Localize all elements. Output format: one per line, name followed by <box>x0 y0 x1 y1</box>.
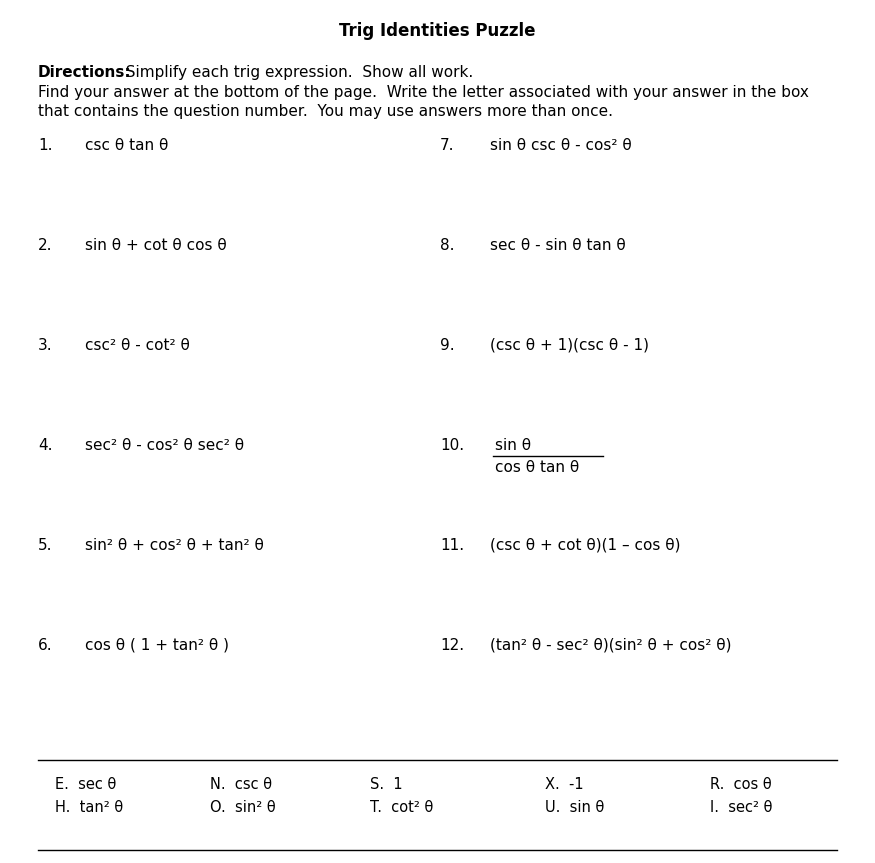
Text: that contains the question number.  You may use answers more than once.: that contains the question number. You m… <box>38 104 613 119</box>
Text: sin² θ + cos² θ + tan² θ: sin² θ + cos² θ + tan² θ <box>85 538 264 553</box>
Text: 4.: 4. <box>38 438 52 453</box>
Text: X.  -1: X. -1 <box>545 777 584 792</box>
Text: sec θ - sin θ tan θ: sec θ - sin θ tan θ <box>490 238 626 253</box>
Text: 9.: 9. <box>440 338 455 353</box>
Text: sin θ csc θ - cos² θ: sin θ csc θ - cos² θ <box>490 138 632 153</box>
Text: sec² θ - cos² θ sec² θ: sec² θ - cos² θ sec² θ <box>85 438 244 453</box>
Text: U.  sin θ: U. sin θ <box>545 800 605 815</box>
Text: 11.: 11. <box>440 538 464 553</box>
Text: 1.: 1. <box>38 138 52 153</box>
Text: E.  sec θ: E. sec θ <box>55 777 116 792</box>
Text: csc θ tan θ: csc θ tan θ <box>85 138 168 153</box>
Text: S.  1: S. 1 <box>370 777 402 792</box>
Text: (csc θ + cot θ)(1 – cos θ): (csc θ + cot θ)(1 – cos θ) <box>490 538 681 553</box>
Text: sin θ: sin θ <box>495 438 531 453</box>
Text: H.  tan² θ: H. tan² θ <box>55 800 123 815</box>
Text: I.  sec² θ: I. sec² θ <box>710 800 773 815</box>
Text: (tan² θ - sec² θ)(sin² θ + cos² θ): (tan² θ - sec² θ)(sin² θ + cos² θ) <box>490 638 732 653</box>
Text: 5.: 5. <box>38 538 52 553</box>
Text: 12.: 12. <box>440 638 464 653</box>
Text: Trig Identities Puzzle: Trig Identities Puzzle <box>340 22 536 40</box>
Text: Simplify each trig expression.  Show all work.: Simplify each trig expression. Show all … <box>116 65 473 80</box>
Text: cos θ tan θ: cos θ tan θ <box>495 460 579 475</box>
Text: cos θ ( 1 + tan² θ ): cos θ ( 1 + tan² θ ) <box>85 638 229 653</box>
Text: sin θ + cot θ cos θ: sin θ + cot θ cos θ <box>85 238 227 253</box>
Text: 3.: 3. <box>38 338 52 353</box>
Text: 2.: 2. <box>38 238 52 253</box>
Text: O.  sin² θ: O. sin² θ <box>210 800 276 815</box>
Text: R.  cos θ: R. cos θ <box>710 777 772 792</box>
Text: 10.: 10. <box>440 438 464 453</box>
Text: 8.: 8. <box>440 238 454 253</box>
Text: N.  csc θ: N. csc θ <box>210 777 272 792</box>
Text: 7.: 7. <box>440 138 454 153</box>
Text: Find your answer at the bottom of the page.  Write the letter associated with yo: Find your answer at the bottom of the pa… <box>38 85 808 100</box>
Text: 6.: 6. <box>38 638 52 653</box>
Text: (csc θ + 1)(csc θ - 1): (csc θ + 1)(csc θ - 1) <box>490 338 649 353</box>
Text: T.  cot² θ: T. cot² θ <box>370 800 433 815</box>
Text: Directions:: Directions: <box>38 65 131 80</box>
Text: csc² θ - cot² θ: csc² θ - cot² θ <box>85 338 190 353</box>
